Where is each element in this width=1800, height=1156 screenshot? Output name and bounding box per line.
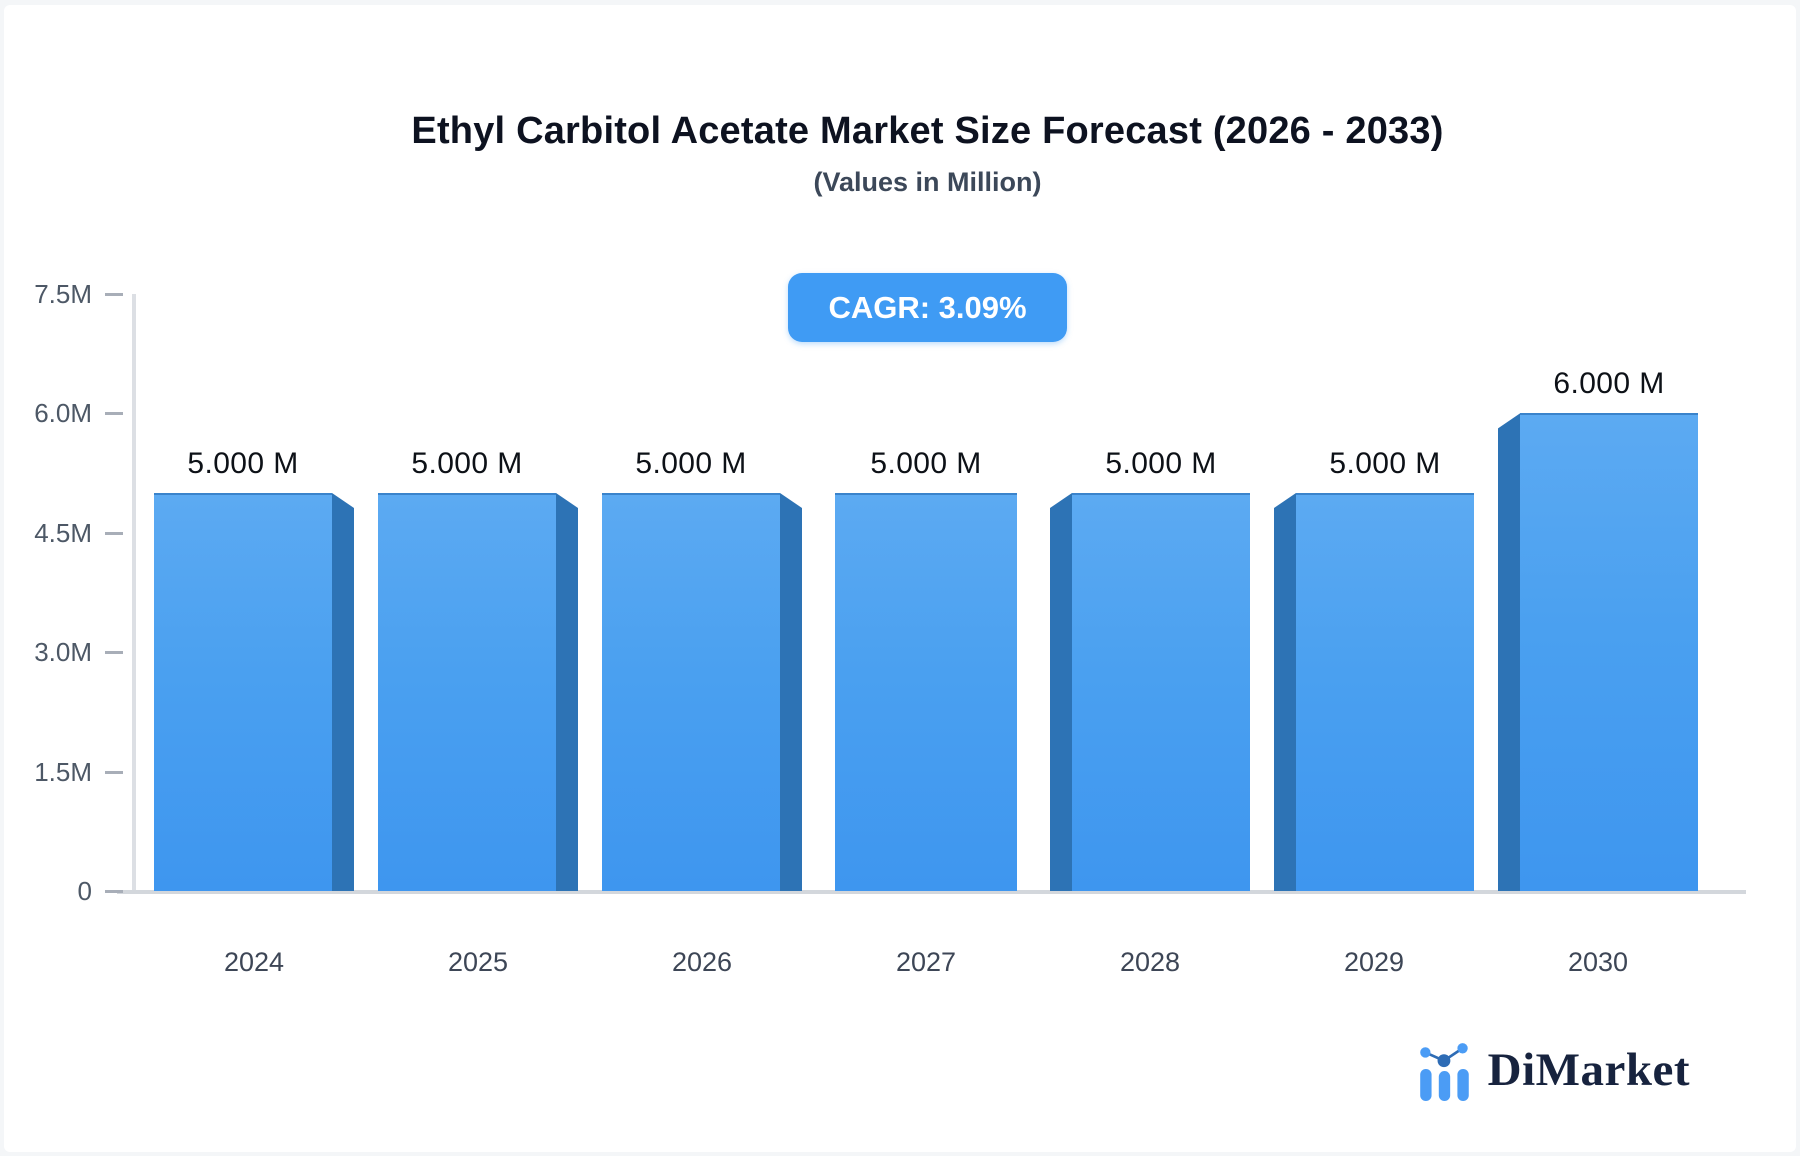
chart-title: Ethyl Carbitol Acetate Market Size Forec… [411, 110, 1444, 152]
bar-side-face [1050, 493, 1072, 891]
bar-side-face [1274, 493, 1296, 891]
y-tick-label: 1.5M [34, 756, 92, 787]
bar-value-label: 5.000 M [187, 447, 299, 480]
x-tick-label-2029: 2029 [1343, 947, 1405, 977]
y-tick-dash [105, 651, 123, 655]
y-tick-dash [105, 531, 123, 535]
y-tick-dash [105, 770, 123, 774]
bar-value-label: 5.000 M [411, 447, 523, 480]
x-tick-label-2025: 2025 [447, 947, 509, 977]
chart-subtitle: (Values in Million) [813, 167, 1042, 197]
cagr-badge: CAGR: 3.09% [788, 273, 1067, 342]
bar-2026[interactable] [602, 493, 780, 891]
x-tick-label-2030: 2030 [1567, 947, 1629, 977]
chart-header: Ethyl Carbitol Acetate Market Size Forec… [117, 107, 1738, 342]
bar-value-label: 6.000 M [1553, 367, 1665, 401]
y-tick-label: 7.5M [34, 279, 92, 309]
bar-2029[interactable] [1296, 493, 1474, 891]
bar-chart-plot: 7.5M 6.0M 4.5M 3.0M 1.5M 0 5.000 M 2024 5.000 M 2… [4, 5, 1800, 1156]
y-tick-dash [105, 412, 123, 416]
y-tick-dash [105, 890, 123, 893]
bar-value-label: 5.000 M [1105, 447, 1217, 480]
chart-card: Ethyl Carbitol Acetate Market Size Forec… [4, 5, 1796, 1152]
y-tick-label: 4.5M [34, 517, 92, 548]
bar-2025[interactable] [378, 493, 556, 891]
bar-2030[interactable] [1520, 413, 1698, 891]
bar-side-face [332, 493, 354, 891]
y-axis-line [132, 294, 136, 891]
bar-side-face [556, 493, 578, 891]
y-tick-label: 0 [77, 876, 92, 906]
x-tick-label-2028: 2028 [1119, 947, 1181, 977]
x-tick-label-2027: 2027 [895, 947, 957, 977]
bar-2027[interactable] [835, 493, 1017, 891]
y-tick-label: 3.0M [34, 637, 92, 668]
bar-side-face [780, 493, 802, 891]
bar-2028[interactable] [1072, 493, 1250, 891]
bar-side-face [1498, 413, 1520, 891]
bar-value-label: 5.000 M [635, 447, 747, 480]
bar-2024[interactable] [154, 493, 332, 891]
y-tick-label: 6.0M [34, 398, 92, 429]
brand-logo-text: DiMarket [1487, 1044, 1690, 1096]
x-tick-label-2026: 2026 [671, 947, 733, 977]
bar-chart-logo-icon [1419, 1043, 1469, 1101]
brand-logo: DiMarket [1416, 1039, 1690, 1101]
x-tick-label-2024: 2024 [223, 947, 285, 977]
bar-value-label: 5.000 M [870, 447, 982, 480]
x-axis-baseline [117, 890, 1746, 894]
bar-value-label: 5.000 M [1329, 447, 1441, 480]
y-tick-dash [105, 293, 123, 296]
